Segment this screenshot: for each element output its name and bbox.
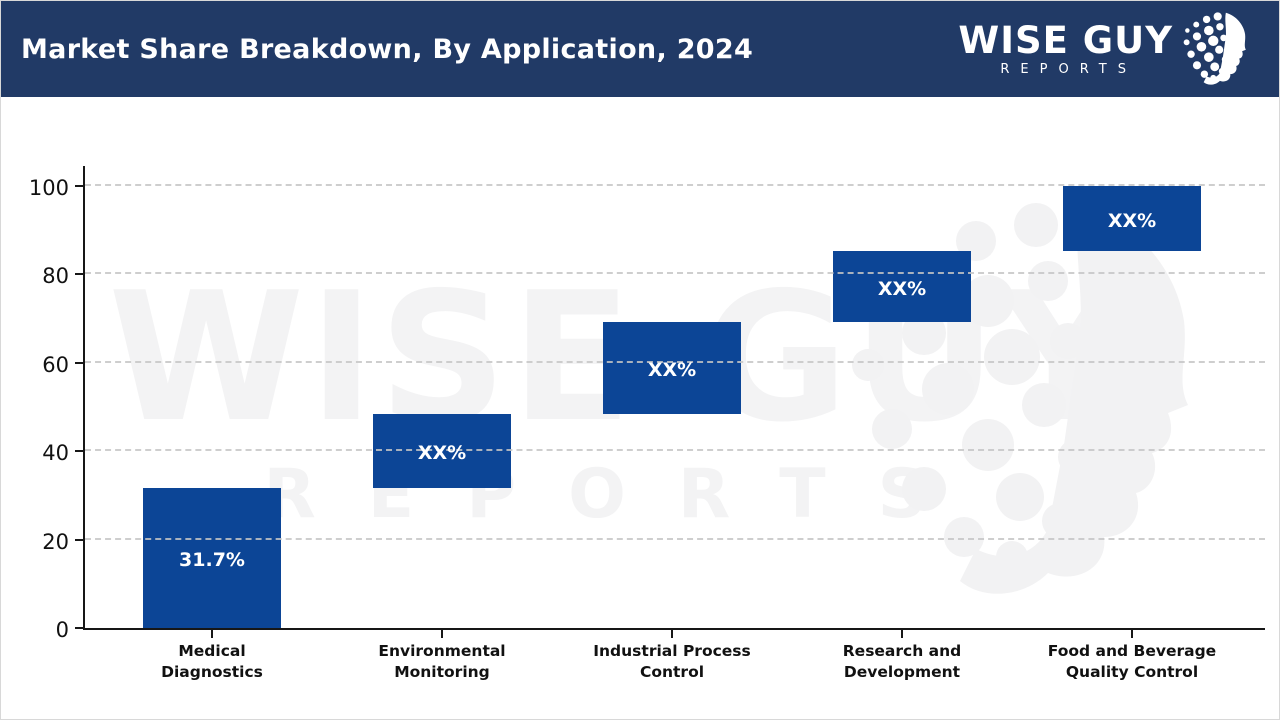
y-axis-tick — [75, 361, 83, 364]
x-axis-label: Industrial Process Control — [593, 642, 751, 681]
bar-value-label: 31.7% — [179, 548, 245, 571]
brand-subtitle: REPORTS — [1000, 62, 1137, 77]
x-axis-label: Research and Development — [842, 642, 962, 681]
header: Market Share Breakdown, By Application, … — [1, 1, 1279, 97]
y-axis-tick-label: 100 — [28, 176, 69, 200]
x-axis-tick — [211, 630, 213, 638]
gridline — [85, 360, 1265, 363]
brand-logo: WISE GUY REPORTS — [958, 6, 1251, 92]
bar-value-label: XX% — [647, 358, 697, 381]
y-axis-tick — [75, 185, 83, 187]
y-axis-tick — [75, 450, 83, 453]
gridline — [85, 449, 1265, 452]
y-axis-tick-label: 0 — [55, 618, 69, 642]
bar — [143, 487, 281, 628]
bar-value-label: XX% — [417, 441, 467, 464]
x-axis-tick — [901, 630, 903, 638]
x-axis-tick — [671, 630, 673, 638]
y-axis-tick-label: 40 — [42, 441, 69, 466]
x-axis-tick — [441, 630, 443, 638]
bar — [603, 321, 741, 415]
gridline — [85, 184, 1265, 186]
x-axis-tick — [1131, 630, 1133, 638]
bar — [833, 251, 971, 322]
gridline — [85, 272, 1265, 275]
x-axis-label: Medical Diagnostics — [161, 642, 263, 681]
y-axis-tick — [75, 627, 83, 629]
bar-value-label: XX% — [1107, 209, 1157, 232]
y-axis-tick-label: 60 — [42, 352, 69, 377]
y-axis-tick-label: 20 — [42, 529, 69, 554]
face-profile-icon — [1183, 12, 1246, 85]
y-axis-tick — [75, 273, 83, 276]
bar-value-label: XX% — [877, 277, 927, 300]
bar — [1063, 186, 1201, 252]
x-axis-label: Environmental Monitoring — [378, 642, 506, 681]
y-axis-tick — [75, 538, 83, 541]
y-axis-tick-label: 80 — [42, 264, 69, 289]
brand-name: WISE GUY — [958, 19, 1173, 62]
plot-area: 0 20 40 60 80 100 31.7% Medical Diagnostics XX% E… — [29, 166, 1265, 681]
x-axis-label: Food and Beverage Quality Control — [1047, 642, 1217, 681]
page-title: Market Share Breakdown, By Application, … — [21, 33, 754, 65]
brand-wordmark: WISE GUY REPORTS — [958, 22, 1173, 76]
gridline — [85, 537, 1265, 540]
